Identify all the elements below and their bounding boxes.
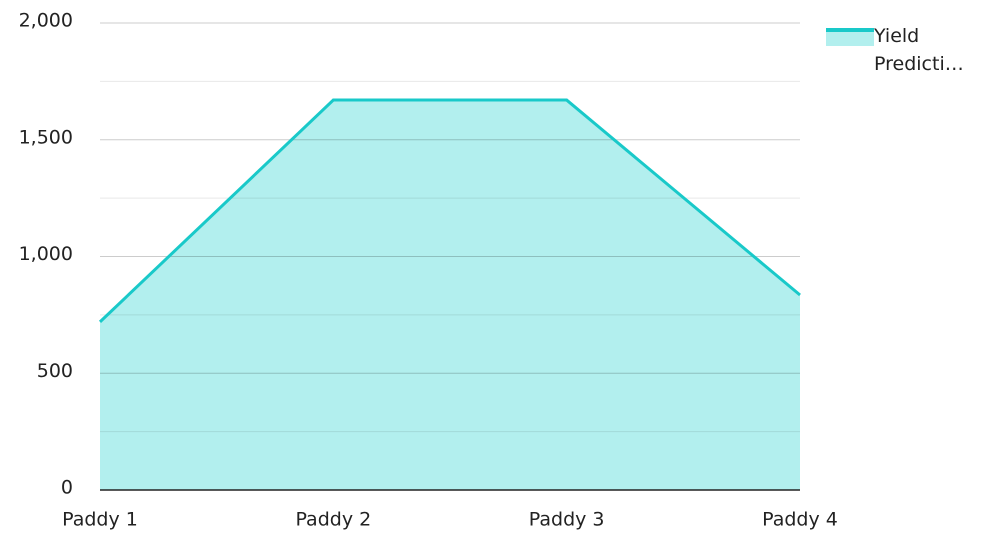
legend-label: Yield Predicti… (874, 25, 964, 75)
y-tick-label: 500 (37, 360, 73, 382)
y-tick-label: 2,000 (19, 10, 73, 32)
legend: Yield Predicti… (826, 22, 966, 78)
y-tick-label: 0 (61, 477, 73, 499)
y-tick-label: 1,500 (19, 126, 73, 148)
x-tick-label: Paddy 2 (295, 509, 371, 531)
legend-swatch (826, 28, 874, 46)
x-tick-label: Paddy 4 (762, 509, 838, 531)
x-tick-label: Paddy 3 (529, 509, 605, 531)
y-tick-label: 1,000 (19, 243, 73, 265)
line (98, 98, 801, 323)
x-tick-label: Paddy 1 (62, 509, 138, 531)
area (100, 100, 800, 491)
